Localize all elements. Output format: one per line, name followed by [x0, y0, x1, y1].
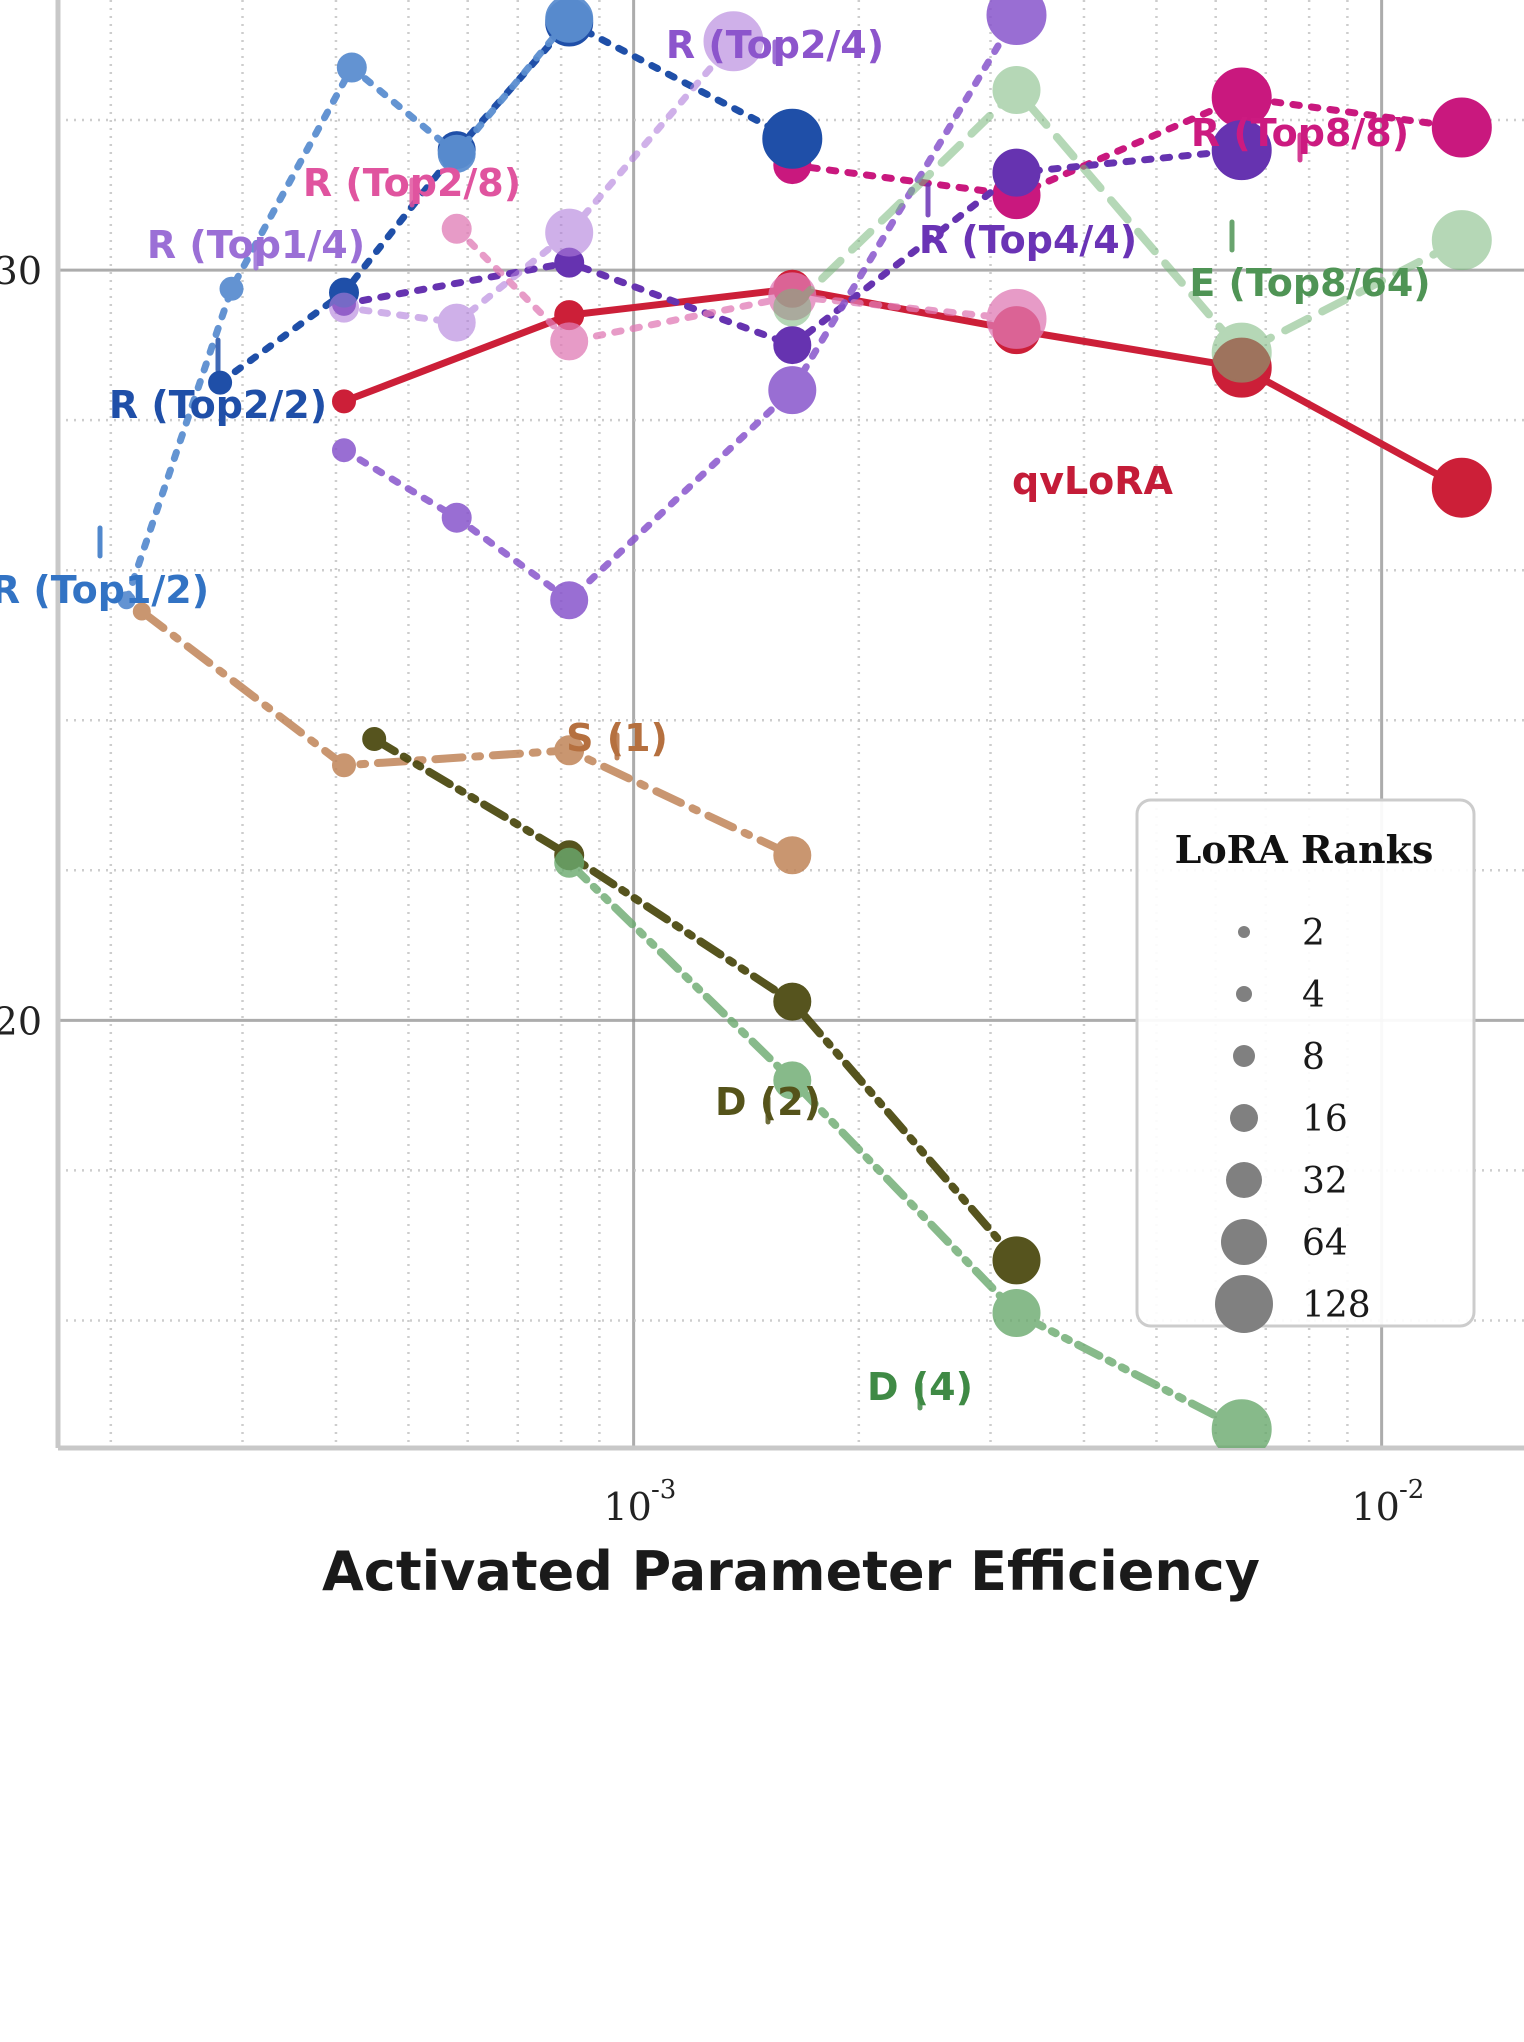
data-point[interactable]	[554, 735, 585, 766]
data-point[interactable]	[437, 134, 476, 173]
data-point[interactable]	[1431, 457, 1492, 518]
data-point[interactable]	[986, 288, 1047, 349]
data-point[interactable]	[992, 1289, 1041, 1337]
data-point[interactable]	[554, 847, 585, 878]
x-tick-label: 10	[1351, 1485, 1399, 1529]
series-d-2-	[362, 727, 1041, 1285]
data-point[interactable]	[336, 52, 367, 83]
series-r-top2-4-	[332, 0, 1047, 620]
data-point[interactable]	[986, 0, 1047, 45]
y-tick-label: 30	[0, 249, 42, 293]
legend-entry-label: 2	[1302, 913, 1325, 954]
series-labels-layer: qvLoRA R (Top8/8) R (Top4/4) R (Top2/2) R (T…	[0, 23, 1431, 1411]
legend-entry-label: 16	[1302, 1099, 1348, 1140]
legend-title: LoRA Ranks	[1175, 827, 1434, 872]
legend-entry-label: 8	[1302, 1037, 1325, 1078]
data-point[interactable]	[773, 1061, 812, 1100]
series-label: D (4)	[867, 1365, 973, 1409]
series-line	[565, 858, 1246, 1434]
data-point[interactable]	[1211, 120, 1272, 181]
x-tick-exponent: -2	[1399, 1475, 1424, 1505]
data-point[interactable]	[1211, 1399, 1272, 1458]
data-point[interactable]	[332, 389, 356, 414]
data-point[interactable]	[332, 753, 356, 778]
data-point[interactable]	[773, 982, 812, 1021]
data-point[interactable]	[329, 292, 359, 323]
series-label: R (Top1/4)	[147, 223, 365, 267]
data-point[interactable]	[545, 0, 594, 43]
series-label: E (Top8/64)	[1189, 261, 1430, 305]
data-point[interactable]	[992, 66, 1041, 114]
legend-marker	[1221, 1219, 1267, 1265]
x-axis-title: Activated Parameter Efficiency	[322, 1540, 1260, 1603]
data-point[interactable]	[703, 11, 764, 72]
data-point[interactable]	[773, 326, 812, 365]
series-d-4-	[554, 847, 1272, 1458]
data-point[interactable]	[362, 727, 387, 751]
series-label: D (2)	[715, 1080, 821, 1124]
legend-entry-label: 64	[1302, 1223, 1348, 1264]
data-point[interactable]	[768, 366, 817, 415]
series-label: R (Top2/4)	[666, 23, 884, 67]
series-line	[340, 285, 1466, 492]
series-e-top8-64-	[773, 66, 1492, 383]
legend-panel	[1135, 798, 1476, 1328]
data-point[interactable]	[1431, 210, 1492, 271]
size-legend: LoRA Ranks 2 4 8 16 32 64 128	[1135, 798, 1476, 1333]
series-line	[788, 94, 1466, 199]
series-line	[340, 37, 737, 327]
data-point[interactable]	[441, 502, 472, 533]
legend-marker	[1233, 1045, 1255, 1067]
legend-marker	[1215, 1275, 1273, 1333]
data-point[interactable]	[992, 148, 1041, 197]
data-point[interactable]	[117, 591, 136, 610]
legend-entry-label: 32	[1302, 1161, 1348, 1202]
data-point[interactable]	[773, 288, 812, 327]
data-point[interactable]	[1211, 322, 1272, 383]
legend-marker	[1236, 986, 1252, 1002]
data-point[interactable]	[773, 836, 812, 875]
data-point[interactable]	[132, 602, 151, 621]
data-point[interactable]	[550, 581, 589, 620]
data-point[interactable]	[762, 108, 823, 169]
legend-marker	[1238, 926, 1250, 938]
series-label: qvLoRA	[1012, 459, 1174, 503]
legend-marker	[1226, 1162, 1262, 1198]
data-point[interactable]	[208, 370, 233, 395]
legend-entry-label: 128	[1302, 1285, 1371, 1326]
series-label: R (Top2/2)	[109, 383, 327, 427]
x-tick-label: 10	[603, 1485, 651, 1529]
data-point[interactable]	[437, 303, 476, 342]
series-label: R (Top2/8)	[303, 161, 521, 205]
legend-entry-label: 4	[1302, 975, 1325, 1016]
series-line	[137, 607, 797, 860]
data-point[interactable]	[441, 213, 472, 244]
series-label: R (Top4/4)	[919, 218, 1137, 262]
series-r-top1-4-	[329, 11, 764, 342]
series-line	[370, 735, 1021, 1265]
series-label: S (1)	[566, 716, 668, 760]
series-line	[453, 225, 1020, 345]
series-label: R (Top1/2)	[0, 568, 209, 612]
series-r-top4-4-	[332, 120, 1272, 365]
series-r-top1-2-	[117, 0, 594, 610]
data-point[interactable]	[1431, 97, 1492, 158]
data-point[interactable]	[332, 438, 356, 463]
series-line	[788, 86, 1466, 357]
series-s-1-	[132, 602, 812, 875]
y-tick-label: 20	[0, 999, 42, 1043]
data-point[interactable]	[545, 208, 594, 257]
data-series-layer	[117, 0, 1492, 1458]
data-point[interactable]	[992, 1236, 1041, 1285]
series-label: R (Top8/8)	[1191, 111, 1409, 155]
data-point[interactable]	[550, 322, 589, 361]
legend-marker	[1230, 1104, 1258, 1132]
data-point[interactable]	[219, 276, 244, 301]
x-tick-exponent: -3	[651, 1475, 676, 1505]
